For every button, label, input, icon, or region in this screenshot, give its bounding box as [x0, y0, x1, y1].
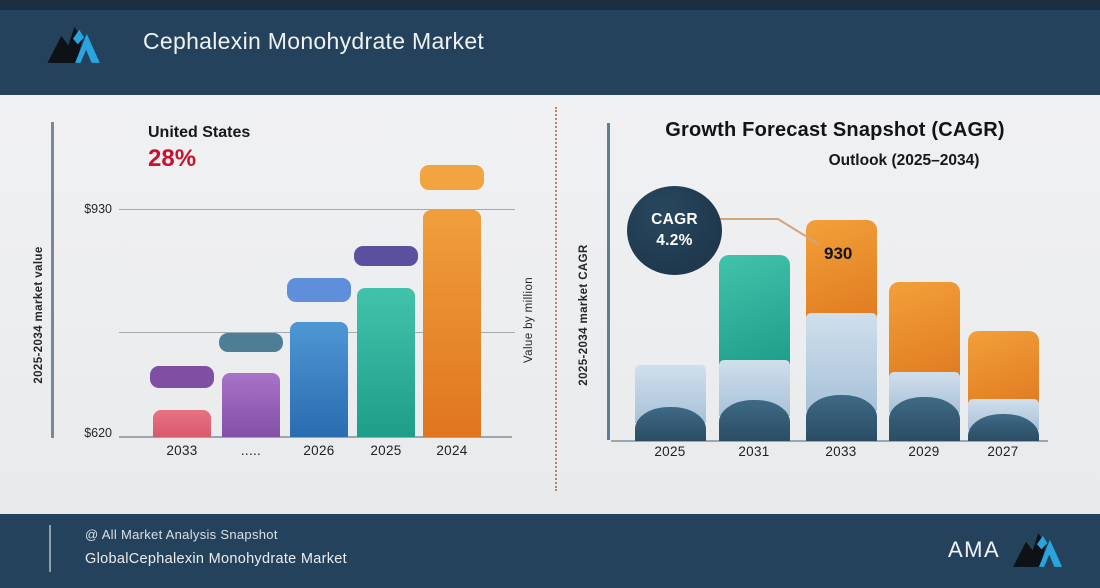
segment-base-2031 [718, 399, 790, 441]
panel-divider [555, 107, 557, 491]
footer-report-name: GlobalCephalexin Monohydrate Market [85, 551, 347, 567]
header-top-strip [0, 0, 1100, 10]
footer: @ All Market Analysis Snapshot GlobalCep… [0, 514, 1100, 588]
header: Cephalexin Monohydrate Market [0, 0, 1100, 95]
left-chart-right-label: Value by million [523, 276, 535, 364]
cagr-badge-label: CAGR [651, 211, 698, 229]
segment-top-2027 [967, 330, 1039, 405]
footer-attribution: @ All Market Analysis Snapshot [85, 527, 278, 542]
x-label-2025: 2025 [654, 444, 686, 459]
segment-base-2025 [634, 407, 706, 441]
highlight-percentage: 28% [148, 145, 197, 172]
cap-segment-2026 [287, 278, 351, 302]
segment-base-2027 [967, 413, 1039, 441]
x-label-2031: 2031 [738, 444, 770, 459]
page-title: Cephalexin Monohydrate Market [143, 28, 485, 54]
cap-segment-..... [219, 332, 283, 353]
cagr-badge: CAGR 4.2% [627, 186, 722, 275]
segment-top-2033 [805, 220, 877, 319]
cap-segment-2024 [420, 164, 484, 190]
bar-2026 [290, 321, 348, 437]
data-label-930: 930 [824, 244, 853, 263]
x-label-.....: ..... [240, 443, 262, 458]
charts-area: United States 28% $930 $620 2025-2034 ma… [0, 95, 1100, 514]
right-chart-ylabel: 2025-2034 market CAGR [578, 244, 590, 386]
bar-..... [222, 373, 280, 437]
right-chart-title: Growth Forecast Snapshot (CAGR) [665, 119, 1005, 141]
right-chart-subtitle: Outlook (2025–2034) [828, 152, 980, 169]
footer-brand-text: AMA [948, 537, 1001, 562]
segment-base-2029 [888, 397, 960, 441]
gridline-930 [119, 209, 515, 210]
x-label-2025: 2025 [370, 443, 402, 458]
segment-top-2029 [888, 282, 960, 379]
region-label: United States [148, 124, 251, 141]
x-label-2029: 2029 [908, 444, 940, 459]
x-label-2026: 2026 [303, 443, 335, 458]
x-label-2033: 2033 [166, 443, 198, 458]
segment-top-2031 [718, 254, 790, 366]
ama-logo-icon [47, 27, 100, 63]
bar-2033 [153, 409, 211, 437]
bar-2025 [357, 288, 415, 437]
x-label-2033: 2033 [825, 444, 857, 459]
segment-base-2033 [805, 394, 877, 441]
cagr-badge-value: 4.2% [656, 231, 693, 249]
cap-segment-2025 [354, 245, 418, 267]
x-label-2027: 2027 [987, 444, 1019, 459]
footer-divider-bar [49, 525, 51, 572]
left-chart-ylabel: 2025-2034 market value [33, 246, 45, 384]
right-chart-y-axis [607, 123, 610, 440]
x-label-2024: 2024 [436, 443, 468, 458]
bar-2024 [423, 210, 481, 437]
y-tick-620: $620 [84, 426, 112, 440]
segment-mid-2033 [805, 312, 877, 411]
y-tick-930: $930 [84, 202, 112, 216]
left-chart-y-axis [51, 122, 54, 438]
ama-logo-icon [1013, 533, 1063, 567]
cap-segment-2033 [150, 365, 214, 388]
